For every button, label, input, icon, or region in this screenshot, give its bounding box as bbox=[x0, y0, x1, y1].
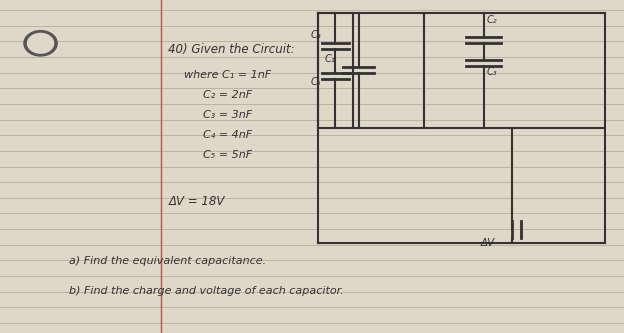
Text: C₅ = 5nF: C₅ = 5nF bbox=[203, 150, 252, 160]
Text: where C₁ = 1nF: where C₁ = 1nF bbox=[184, 70, 271, 80]
Text: C₃: C₃ bbox=[487, 67, 497, 77]
Text: ΔV: ΔV bbox=[480, 238, 495, 248]
Polygon shape bbox=[24, 31, 57, 56]
Polygon shape bbox=[27, 33, 54, 53]
Text: C₅: C₅ bbox=[311, 77, 321, 87]
Text: C₃ = 3nF: C₃ = 3nF bbox=[203, 110, 252, 120]
Text: C₄ = 4nF: C₄ = 4nF bbox=[203, 130, 252, 140]
Text: b) Find the charge and voltage of each capacitor.: b) Find the charge and voltage of each c… bbox=[69, 286, 343, 296]
Text: C₄: C₄ bbox=[311, 30, 321, 40]
Text: C₂: C₂ bbox=[487, 15, 497, 25]
Text: 40) Given the Circuit:: 40) Given the Circuit: bbox=[168, 43, 295, 56]
Text: ΔV = 18V: ΔV = 18V bbox=[168, 195, 225, 208]
Text: C₂ = 2nF: C₂ = 2nF bbox=[203, 90, 252, 100]
Text: C₁: C₁ bbox=[324, 54, 335, 64]
Text: a) Find the equivalent capacitance.: a) Find the equivalent capacitance. bbox=[69, 256, 266, 266]
